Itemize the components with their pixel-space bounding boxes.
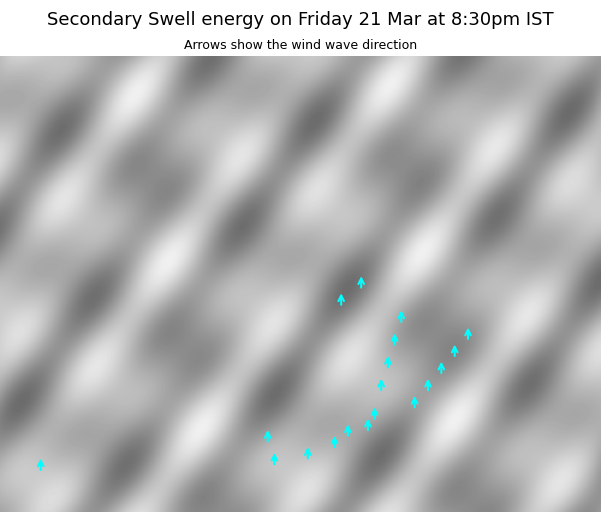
Text: Secondary Swell energy on Friday 21 Mar at 8:30pm IST: Secondary Swell energy on Friday 21 Mar … — [47, 11, 554, 29]
Text: Arrows show the wind wave direction: Arrows show the wind wave direction — [184, 38, 417, 52]
